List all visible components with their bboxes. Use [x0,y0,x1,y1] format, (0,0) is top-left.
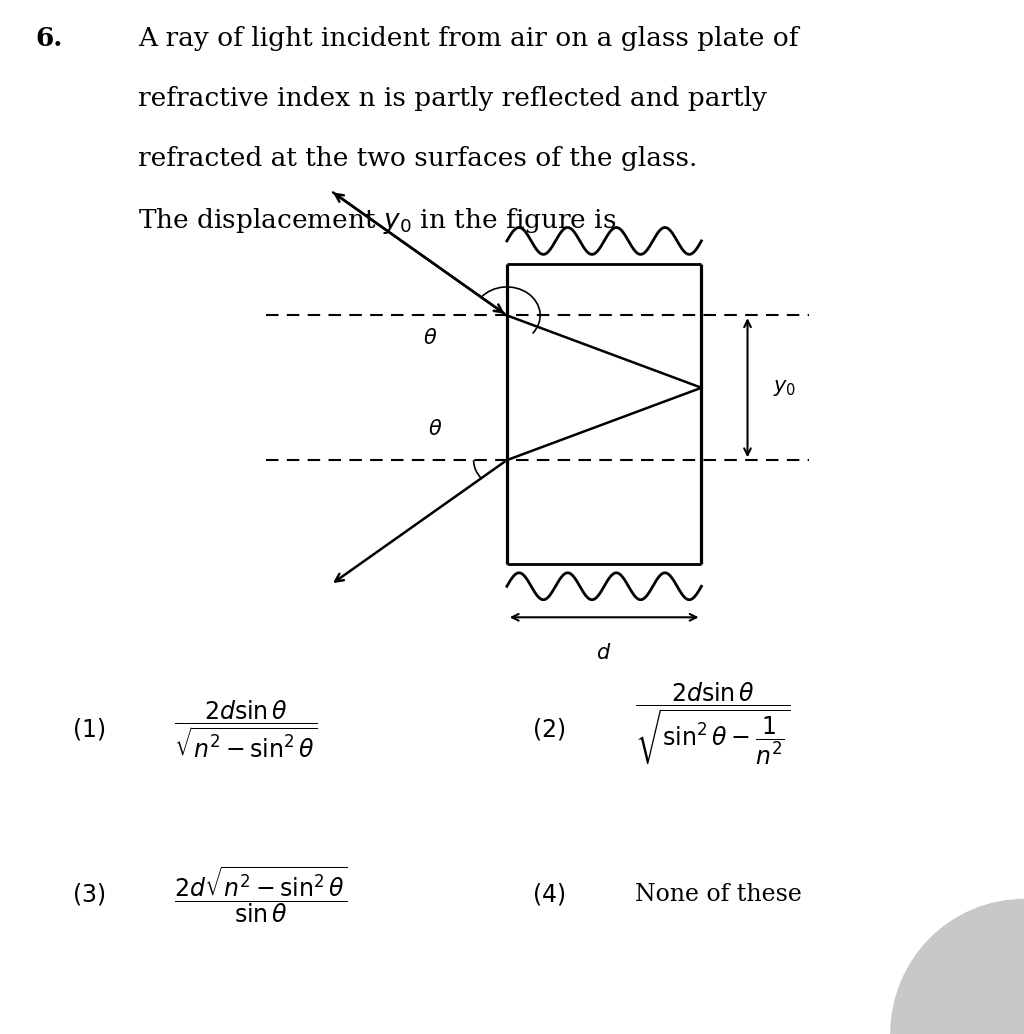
Text: $\dfrac{2d\sin\theta}{\sqrt{\sin^2\theta-\dfrac{1}{n^2}}}$: $\dfrac{2d\sin\theta}{\sqrt{\sin^2\theta… [635,680,791,767]
Wedge shape [891,900,1024,1034]
Text: None of these: None of these [635,883,802,906]
Text: refractive index n is partly reflected and partly: refractive index n is partly reflected a… [138,86,767,111]
Text: 6.: 6. [36,26,63,51]
Text: $d$: $d$ [597,643,611,663]
Text: $(4)$: $(4)$ [532,881,566,908]
Text: A ray of light incident from air on a glass plate of: A ray of light incident from air on a gl… [138,26,799,51]
Text: The displacement $y_0$ in the figure is: The displacement $y_0$ in the figure is [138,206,616,236]
Text: $\theta$: $\theta$ [428,419,442,439]
Text: $\theta$: $\theta$ [423,328,437,348]
Text: $(1)$: $(1)$ [72,716,105,742]
Text: $y_0$: $y_0$ [773,377,797,398]
Text: $(3)$: $(3)$ [72,881,105,908]
Text: $\dfrac{2d\sqrt{n^2-\sin^2\theta}}{\sin\theta}$: $\dfrac{2d\sqrt{n^2-\sin^2\theta}}{\sin\… [174,864,348,924]
Text: $\dfrac{2d\sin\theta}{\sqrt{n^2-\sin^2\theta}}$: $\dfrac{2d\sin\theta}{\sqrt{n^2-\sin^2\t… [174,698,318,760]
Text: refracted at the two surfaces of the glass.: refracted at the two surfaces of the gla… [138,146,697,171]
Text: $(2)$: $(2)$ [532,716,566,742]
